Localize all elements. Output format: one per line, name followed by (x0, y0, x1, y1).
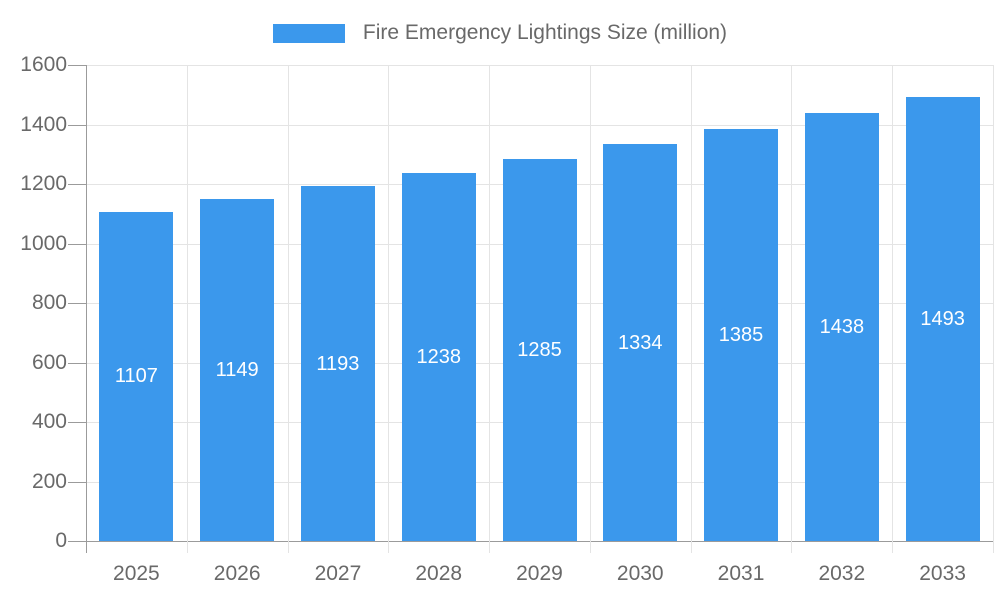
bar-2031 (704, 128, 779, 541)
y-tick-label: 1400 (20, 112, 67, 136)
y-tick-label: 1200 (20, 172, 67, 195)
x-tick-label: 2026 (213, 562, 261, 585)
bar-value-label: 1285 (517, 338, 562, 361)
y-tick (68, 243, 86, 245)
bar-value-label: 1493 (920, 307, 965, 330)
y-tick-label: 600 (31, 350, 67, 374)
x-tick-label: 2027 (314, 562, 362, 585)
bar-value-label: 1438 (819, 316, 865, 339)
y-tick (68, 541, 86, 542)
y-tick (68, 65, 86, 66)
y-tick-label: 800 (31, 291, 67, 314)
y-tick (68, 303, 86, 304)
v-gridline (388, 65, 390, 553)
y-tick-label: 400 (31, 410, 67, 433)
bar-2025 (99, 211, 174, 541)
x-tick-label: 2029 (516, 562, 563, 585)
v-gridline (589, 65, 591, 553)
x-tick-label: 2031 (717, 562, 765, 585)
bar-2029 (502, 158, 577, 541)
y-tick (68, 124, 86, 126)
bar-value-label: 1149 (215, 359, 259, 382)
bar-2028 (401, 172, 476, 541)
bar-2032 (804, 113, 879, 541)
y-tick-label: 1000 (20, 231, 67, 255)
v-gridline (186, 65, 188, 553)
x-tick-label: 2030 (616, 562, 664, 585)
x-tick-label: 2028 (415, 562, 463, 585)
bar-value-label: 1193 (316, 352, 360, 375)
v-gridline (287, 65, 289, 553)
legend-swatch-icon (272, 23, 345, 43)
bar-value-label: 1238 (416, 345, 461, 368)
y-tick-label: 1600 (20, 53, 67, 76)
bar-value-label: 1385 (718, 323, 764, 346)
x-tick-label: 2025 (113, 562, 160, 585)
x-axis-line (86, 541, 993, 542)
v-gridline (993, 65, 994, 553)
y-tick (68, 362, 86, 364)
bar-2033 (905, 96, 980, 541)
y-tick-label: 200 (31, 469, 67, 493)
y-tick (68, 481, 86, 483)
v-gridline (892, 65, 894, 553)
bar-2027 (300, 186, 375, 541)
v-gridline (791, 65, 793, 553)
chart-legend: Fire Emergency Lightings Size (million) (0, 20, 1000, 46)
bar-value-label: 1334 (618, 331, 663, 354)
y-tick-label: 0 (55, 529, 67, 552)
v-gridline (690, 65, 692, 553)
h-gridline (86, 65, 993, 66)
v-gridline (489, 65, 491, 553)
bar-value-label: 1107 (114, 365, 158, 388)
y-tick (68, 184, 86, 185)
legend-label: Fire Emergency Lightings Size (million) (362, 21, 728, 44)
x-tick-label: 2033 (919, 562, 966, 585)
y-axis-line (86, 65, 87, 553)
bar-2026 (200, 199, 275, 541)
y-tick (68, 422, 86, 423)
h-gridline (86, 124, 993, 126)
x-tick-label: 2032 (818, 562, 866, 585)
bar-2030 (603, 144, 678, 541)
